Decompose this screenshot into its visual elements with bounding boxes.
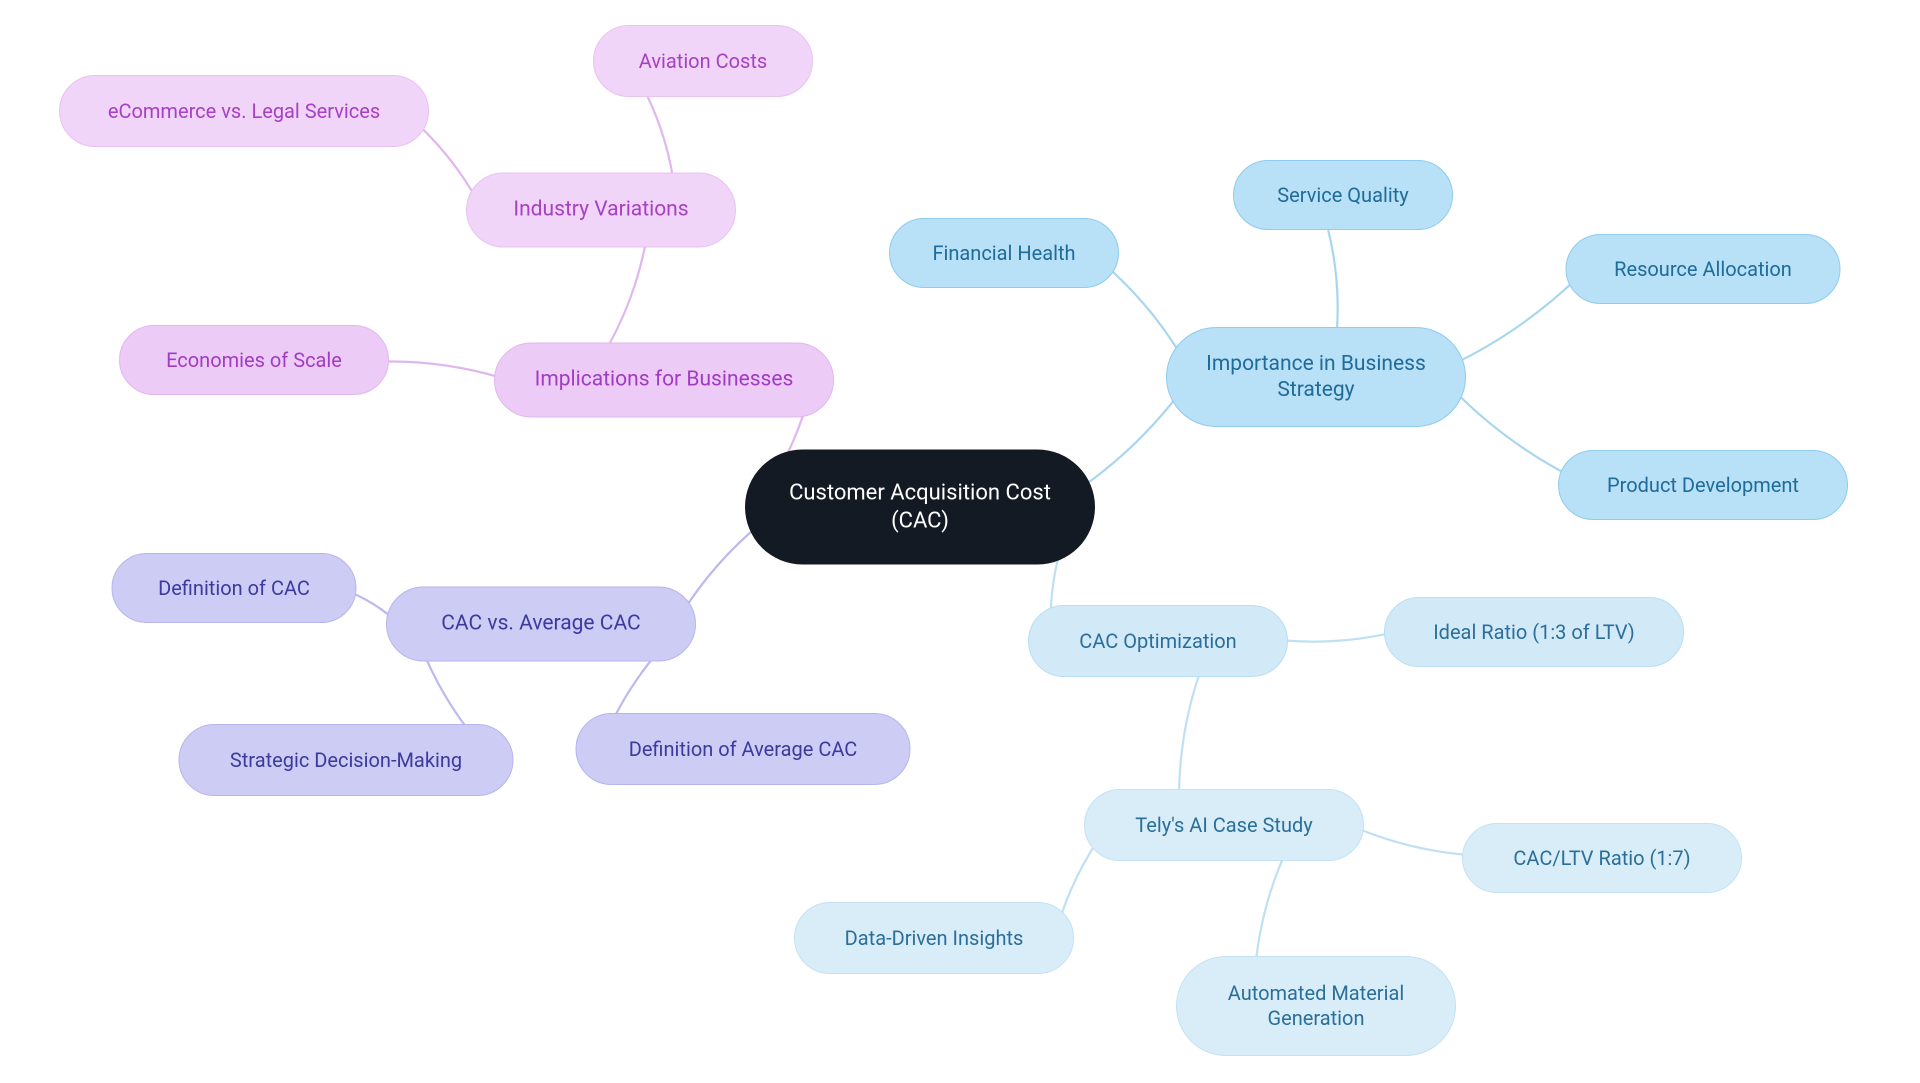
node-opt: CAC Optimization [1028,605,1288,677]
node-label: Strategic Decision-Making [230,748,462,773]
edge-imp-res [1453,278,1577,364]
node-label: Product Development [1607,473,1799,498]
edge-impl-econ [382,362,503,379]
node-defavg: Definition of Average CAC [576,713,911,785]
node-root: Customer Acquisition Cost (CAC) [745,450,1095,565]
node-imp: Importance in Business Strategy [1166,327,1466,427]
node-auto: Automated Material Generation [1176,956,1456,1056]
edge-tely-ratio [1356,828,1469,855]
node-label: Ideal Ratio (1:3 of LTV) [1433,620,1635,645]
node-avia: Aviation Costs [593,25,813,97]
node-strat: Strategic Decision-Making [179,724,514,796]
edge-opt-tely [1179,673,1200,793]
node-label: CAC vs. Average CAC [441,611,640,637]
node-impl: Implications for Businesses [494,343,834,418]
edge-imp-prod [1453,390,1570,476]
node-label: Resource Allocation [1614,257,1792,282]
node-label: Importance in Business Strategy [1206,351,1426,404]
node-label: Automated Material Generation [1228,981,1404,1031]
edge-indv-avia [644,89,673,180]
node-defcac: Definition of CAC [112,553,357,623]
node-label: Definition of CAC [158,576,310,601]
node-svc: Service Quality [1233,160,1453,230]
node-label: Tely's AI Case Study [1135,813,1312,838]
node-prod: Product Development [1558,450,1848,520]
edge-root-imp [1078,392,1181,490]
node-label: CAC Optimization [1079,629,1236,654]
node-label: Data-Driven Insights [845,926,1024,951]
node-label: Financial Health [932,241,1075,266]
node-data: Data-Driven Insights [794,902,1074,974]
node-label: Aviation Costs [639,49,767,74]
edge-impl-indv [608,243,646,346]
edge-opt-ideal [1281,633,1391,642]
node-label: Economies of Scale [166,348,342,373]
node-cacvs: CAC vs. Average CAC [386,587,696,662]
node-label: eCommerce vs. Legal Services [108,99,380,124]
node-indv: Industry Variations [466,173,736,248]
node-label: Service Quality [1277,183,1408,208]
edge-imp-svc [1328,228,1338,330]
node-tely: Tely's AI Case Study [1084,789,1364,861]
edge-indv-ecom [413,120,477,200]
node-fin: Financial Health [889,218,1119,288]
node-ecom: eCommerce vs. Legal Services [59,75,429,147]
node-ratio: CAC/LTV Ratio (1:7) [1462,823,1742,893]
node-label: Definition of Average CAC [629,737,858,762]
node-label: Industry Variations [513,197,688,223]
edge-tely-auto [1256,855,1285,963]
node-ideal: Ideal Ratio (1:3 of LTV) [1384,597,1684,667]
node-label: Customer Acquisition Cost (CAC) [789,480,1051,535]
edge-root-cacvs [682,523,761,613]
node-econ: Economies of Scale [119,325,389,395]
node-label: CAC/LTV Ratio (1:7) [1513,846,1690,871]
node-res: Resource Allocation [1566,234,1841,304]
node-label: Implications for Businesses [535,367,794,393]
edge-imp-fin [1106,265,1184,359]
